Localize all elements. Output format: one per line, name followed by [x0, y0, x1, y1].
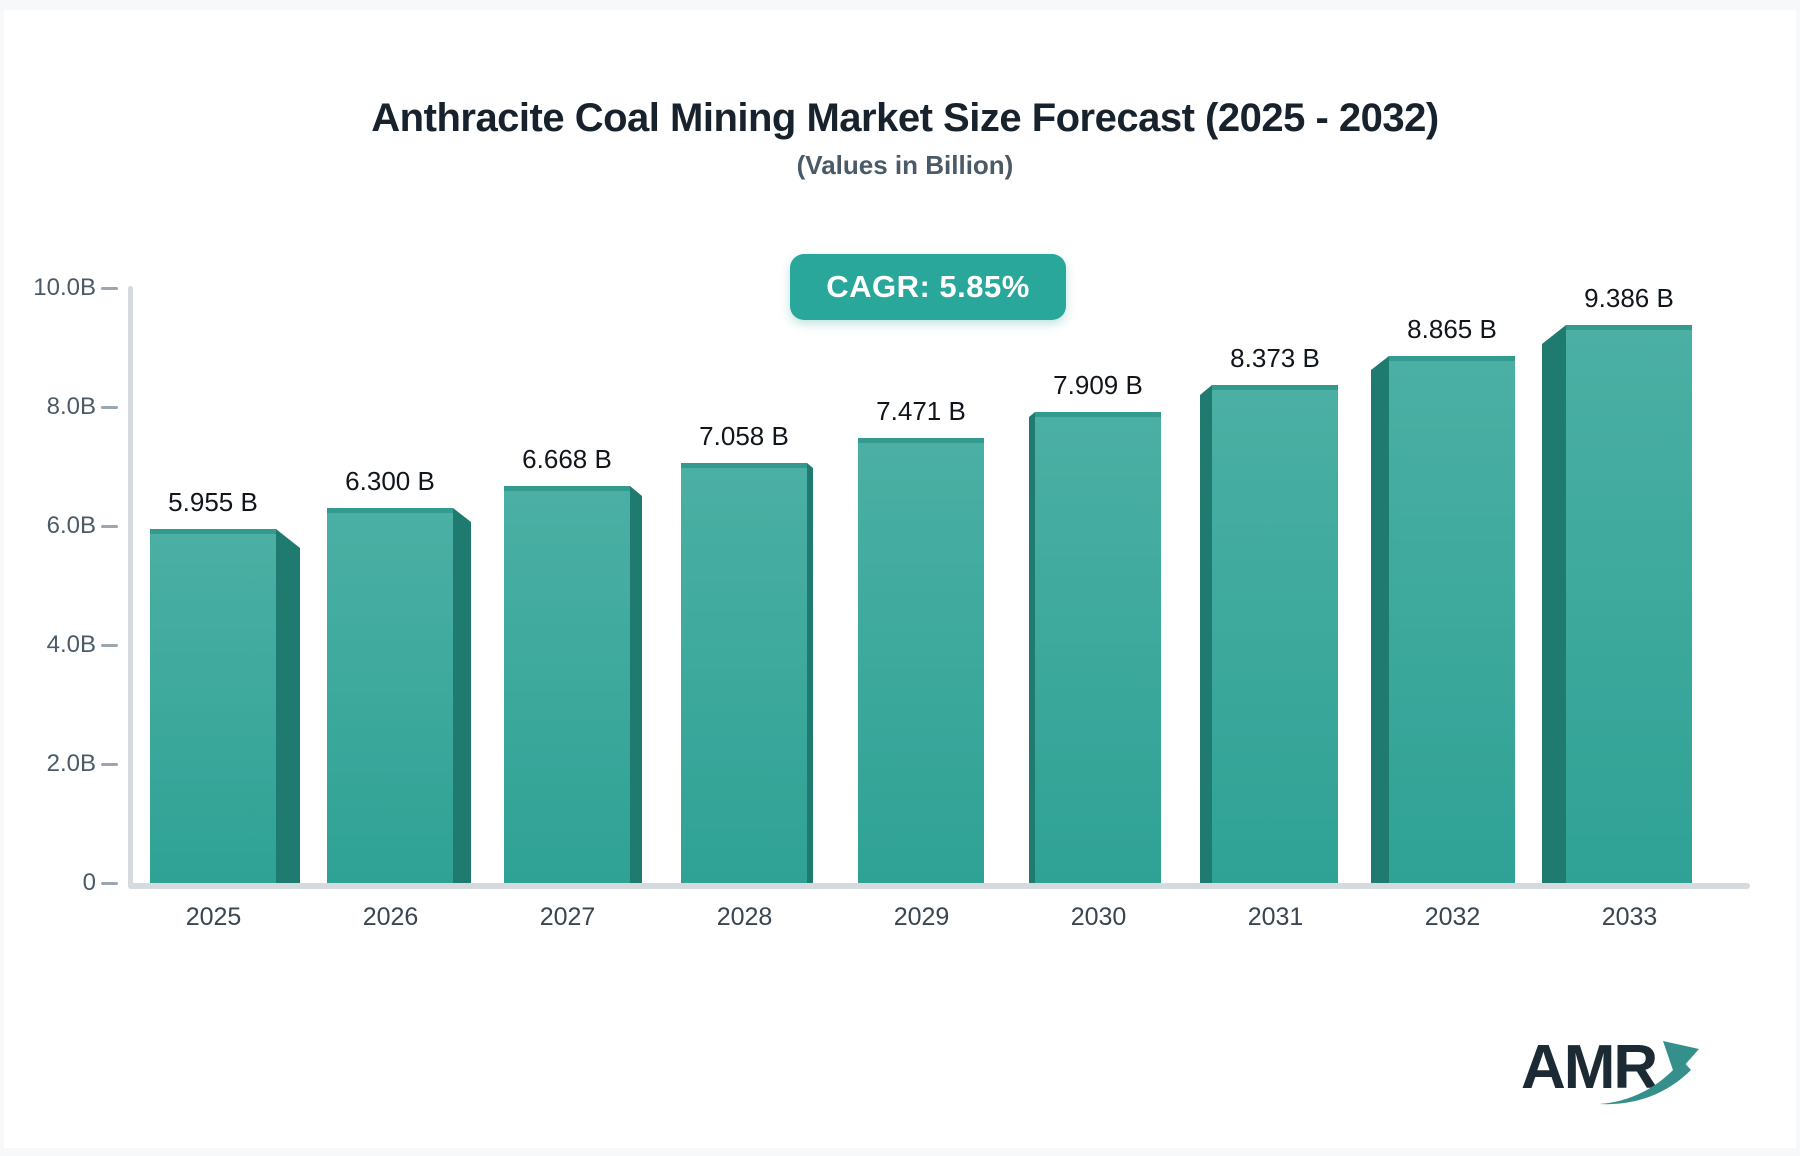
- amr-logo-text: AMR: [1521, 1033, 1657, 1102]
- x-tick-label-2028: 2028: [716, 903, 773, 931]
- bar-2028[interactable]: [681, 463, 807, 883]
- x-axis-baseline: [128, 883, 1750, 889]
- bar-value-label: 7.471 B: [876, 396, 966, 426]
- bar-value-label: 5.955 B: [168, 487, 258, 517]
- bar-3d-side: [1200, 385, 1212, 883]
- x-tick-label-2027: 2027: [539, 903, 596, 931]
- y-tick-mark: [101, 763, 118, 766]
- bar-value-label: 8.373 B: [1230, 343, 1320, 373]
- bar-3d-side: [276, 529, 300, 883]
- x-tick-label-2033: 2033: [1601, 903, 1658, 931]
- x-tick-label-2031: 2031: [1247, 903, 1304, 931]
- y-tick-label: 2.0B: [46, 750, 96, 777]
- bar-2031[interactable]: [1212, 385, 1338, 883]
- y-tick-label: 4.0B: [46, 631, 96, 658]
- y-axis-line: [128, 286, 133, 887]
- bar-3d-side: [630, 486, 642, 883]
- y-tick-mark: [101, 644, 118, 647]
- y-tick-label: 10.0B: [33, 274, 96, 301]
- growth-arrow-head-icon: [1663, 1041, 1699, 1076]
- x-tick-label-2030: 2030: [1070, 903, 1127, 931]
- bar-value-label: 6.300 B: [345, 466, 435, 496]
- x-tick-label-2026: 2026: [362, 903, 419, 931]
- y-tick-mark: [101, 882, 118, 885]
- bar-3d-side: [807, 463, 813, 883]
- x-tick-label-2029: 2029: [893, 903, 950, 931]
- x-tick-label-2025: 2025: [185, 903, 242, 931]
- bar-2026[interactable]: [327, 508, 453, 883]
- y-tick-mark: [101, 406, 118, 409]
- bar-2033[interactable]: [1566, 325, 1692, 883]
- bar-2030[interactable]: [1035, 412, 1161, 883]
- chart-title: Anthracite Coal Mining Market Size Forec…: [371, 96, 1439, 140]
- bar-value-label: 7.909 B: [1053, 370, 1143, 400]
- bar-value-label: 6.668 B: [522, 444, 612, 474]
- cagr-badge: CAGR: 5.85%: [790, 254, 1066, 320]
- y-tick-label: 0: [82, 869, 96, 896]
- bar-2029[interactable]: [858, 438, 984, 883]
- bar-3d-side: [1029, 412, 1035, 883]
- amr-logo: AMR: [1513, 1022, 1733, 1117]
- bar-value-label: 8.865 B: [1407, 314, 1497, 344]
- bar-value-label: 7.058 B: [699, 421, 789, 451]
- x-tick-label-2032: 2032: [1424, 903, 1481, 931]
- amr-logo-graphic: AMR: [1521, 1033, 1699, 1105]
- bar-2027[interactable]: [504, 486, 630, 883]
- chart-subtitle: (Values in Billion): [796, 150, 1014, 180]
- y-tick-mark: [101, 287, 118, 290]
- bar-3d-side: [1371, 356, 1389, 883]
- bar-2032[interactable]: [1389, 356, 1515, 883]
- bar-value-label: 9.386 B: [1584, 283, 1674, 313]
- y-tick-label: 6.0B: [46, 512, 96, 539]
- y-tick-label: 8.0B: [46, 393, 96, 420]
- bar-3d-side: [1542, 325, 1566, 883]
- bar-3d-side: [453, 508, 471, 883]
- bar-2025[interactable]: [150, 529, 276, 883]
- y-tick-mark: [101, 525, 118, 528]
- cagr-badge-label: CAGR: 5.85%: [826, 269, 1030, 304]
